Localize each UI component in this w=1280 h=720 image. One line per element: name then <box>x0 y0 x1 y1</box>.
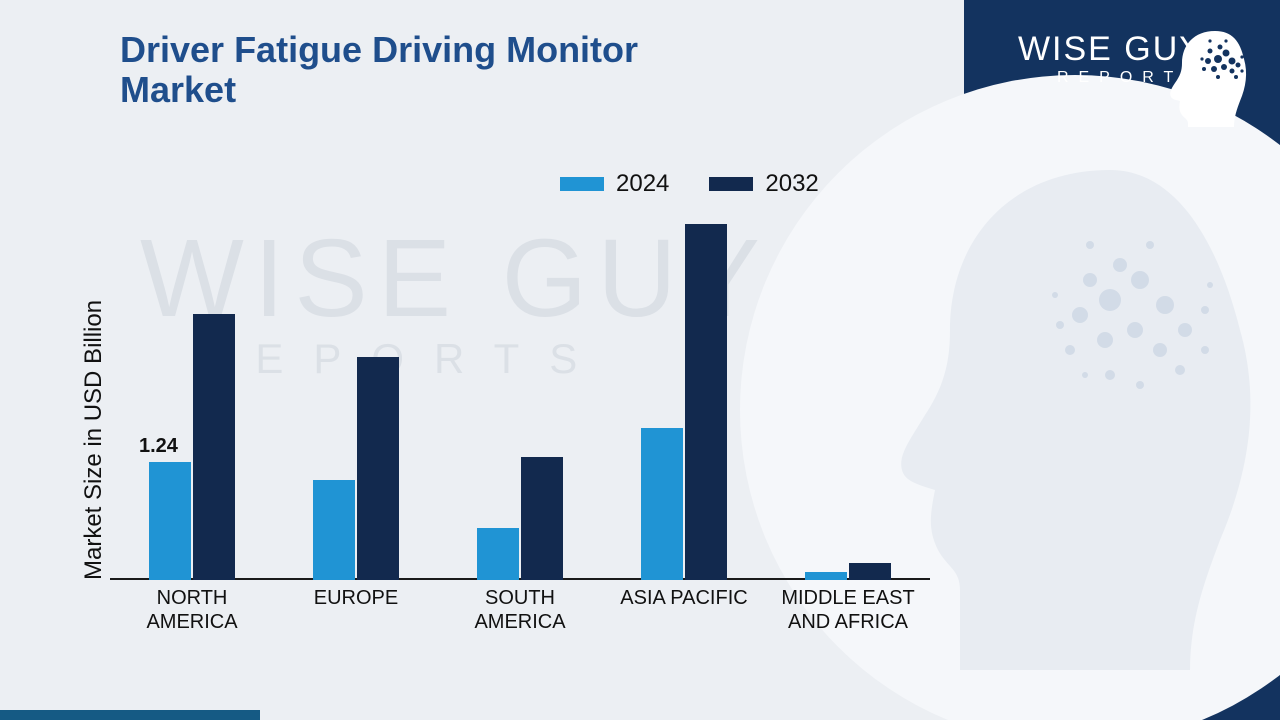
bar-group: ASIA PACIFIC <box>641 200 727 580</box>
x-axis-label: NORTH AMERICA <box>115 580 269 634</box>
bottom-accent-bar <box>0 710 260 720</box>
bar-group: EUROPE <box>313 200 399 580</box>
bar <box>685 224 727 580</box>
bar-group: SOUTH AMERICA <box>477 200 563 580</box>
y-axis-label: Market Size in USD Billion <box>80 300 108 580</box>
legend-swatch <box>709 177 753 191</box>
bar <box>805 572 847 580</box>
legend-swatch <box>560 177 604 191</box>
bar <box>641 428 683 580</box>
bar-group: 1.24NORTH AMERICA <box>149 200 235 580</box>
bar <box>193 314 235 580</box>
bar-group: MIDDLE EAST AND AFRICA <box>805 200 891 580</box>
bar <box>521 457 563 581</box>
legend-item: 2024 <box>560 170 669 198</box>
legend-label: 2032 <box>765 170 818 198</box>
brand-head-icon <box>1160 27 1250 127</box>
x-axis-label: ASIA PACIFIC <box>607 580 761 610</box>
bar <box>477 528 519 580</box>
x-axis-label: SOUTH AMERICA <box>443 580 597 634</box>
legend-label: 2024 <box>616 170 669 198</box>
bar <box>849 563 891 580</box>
chart-title: Driver Fatigue Driving Monitor Market <box>120 30 760 109</box>
bar-chart: 1.24NORTH AMERICA EUROPE SOUTH AMERICA ASIA… <box>110 200 930 580</box>
legend: 2024 2032 <box>560 170 819 198</box>
bar <box>313 480 355 580</box>
bar <box>149 462 191 580</box>
x-axis-label: EUROPE <box>279 580 433 610</box>
legend-item: 2032 <box>709 170 818 198</box>
x-axis-label: MIDDLE EAST AND AFRICA <box>771 580 925 634</box>
bar <box>357 357 399 580</box>
bar-value-label: 1.24 <box>139 435 178 458</box>
